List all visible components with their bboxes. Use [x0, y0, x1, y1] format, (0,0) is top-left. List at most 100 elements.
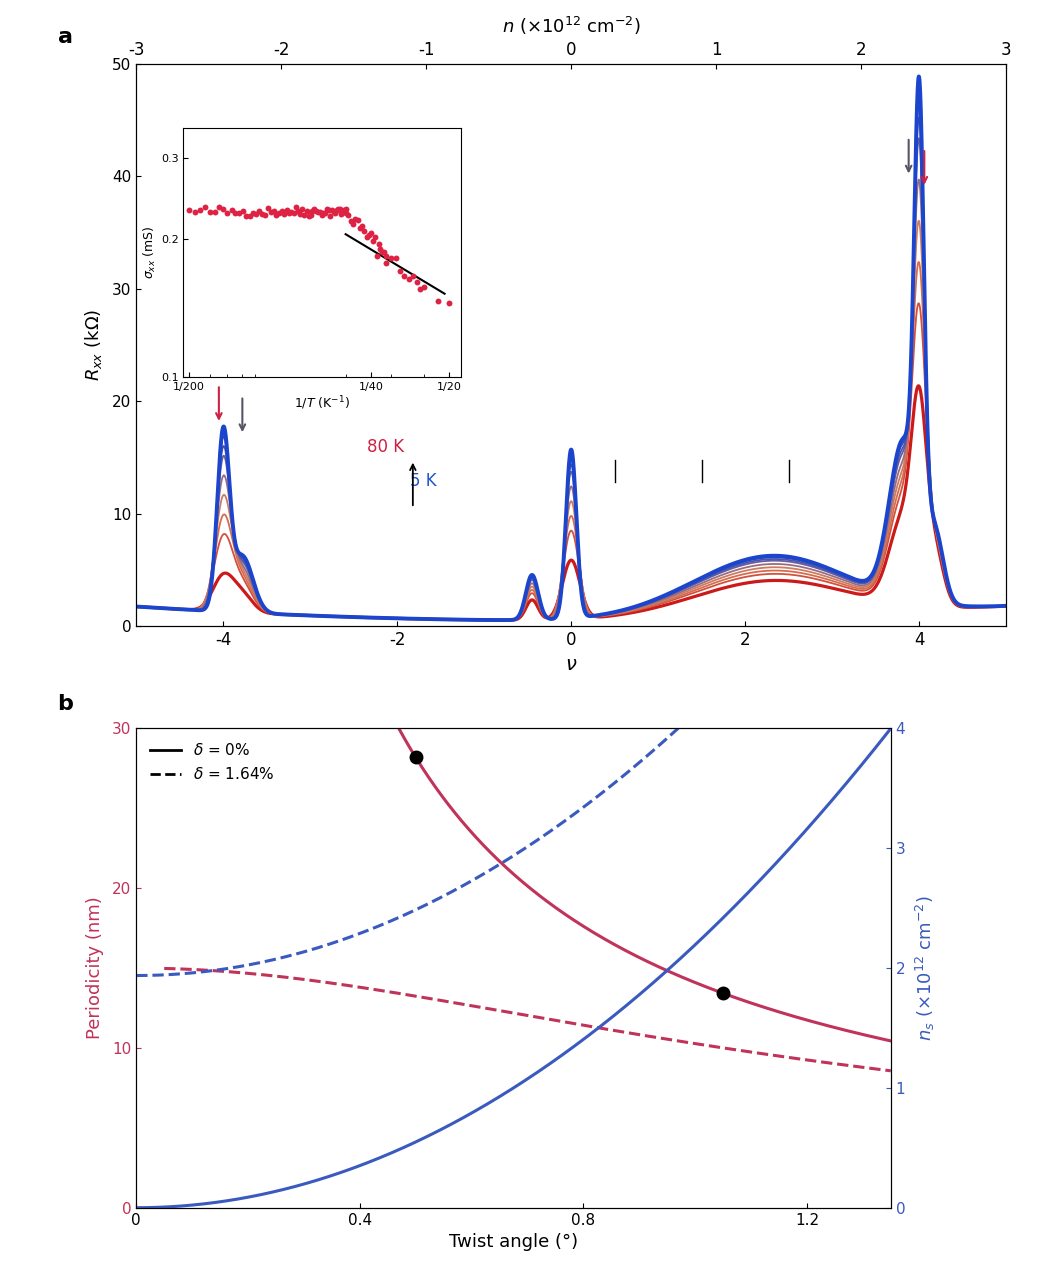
Point: [368, 245, 385, 266]
Point: [387, 247, 403, 267]
Point: [430, 291, 446, 312]
Point: [180, 199, 197, 220]
Point: [197, 197, 214, 217]
Point: [331, 198, 348, 219]
Text: a: a: [58, 27, 73, 47]
Point: [383, 248, 399, 268]
Point: [377, 245, 394, 266]
Point: [400, 268, 417, 289]
Text: 5 K: 5 K: [410, 472, 437, 489]
Legend: $\delta$ = 0%, $\delta$ = 1.64%: $\delta$ = 0%, $\delta$ = 1.64%: [144, 736, 281, 789]
Point: [287, 197, 304, 217]
Point: [328, 199, 345, 220]
Point: [315, 203, 332, 224]
Point: [276, 204, 292, 225]
Point: [319, 198, 335, 219]
Point: [405, 266, 421, 286]
Point: [321, 201, 337, 221]
Y-axis label: $n_s$ ($\times$10$^{12}$ cm$^{-2}$): $n_s$ ($\times$10$^{12}$ cm$^{-2}$): [914, 895, 937, 1042]
Point: [349, 210, 366, 230]
Point: [334, 202, 351, 222]
Point: [361, 225, 377, 245]
Point: [356, 221, 373, 242]
Text: 80 K: 80 K: [367, 438, 403, 456]
Point: [412, 279, 429, 299]
Point: [372, 239, 389, 259]
Point: [337, 198, 354, 219]
Point: [192, 199, 209, 220]
Point: [337, 202, 354, 222]
Point: [322, 206, 339, 226]
Point: [244, 202, 261, 222]
Point: [268, 204, 285, 225]
Point: [408, 271, 424, 291]
Point: [215, 199, 232, 220]
Y-axis label: $\sigma_{xx}$ (mS): $\sigma_{xx}$ (mS): [141, 226, 158, 279]
Point: [345, 213, 362, 234]
Point: [327, 203, 344, 224]
Point: [358, 226, 375, 247]
Point: [311, 202, 328, 222]
Point: [351, 217, 368, 238]
Point: [241, 206, 258, 226]
Y-axis label: Periodicity (nm): Periodicity (nm): [86, 897, 104, 1039]
Point: [250, 201, 267, 221]
Point: [374, 242, 391, 262]
Point: [260, 197, 277, 217]
Point: [308, 201, 325, 221]
Point: [302, 204, 319, 225]
Point: [313, 204, 330, 225]
Point: [211, 197, 227, 217]
Point: [365, 231, 381, 252]
Point: [238, 206, 255, 226]
Point: [343, 211, 359, 231]
Point: [325, 202, 342, 222]
Text: b: b: [57, 694, 73, 714]
X-axis label: $n$ ($\times$10$^{12}$ cm$^{-2}$): $n$ ($\times$10$^{12}$ cm$^{-2}$): [502, 14, 640, 37]
Point: [274, 201, 290, 221]
Point: [340, 204, 356, 225]
Point: [416, 277, 433, 298]
Point: [396, 266, 413, 286]
Point: [278, 201, 294, 221]
Point: [298, 201, 314, 221]
Point: [247, 203, 264, 224]
Point: [297, 204, 313, 225]
X-axis label: Twist angle (°): Twist angle (°): [449, 1233, 578, 1251]
Point: [235, 201, 252, 221]
Point: [223, 199, 240, 220]
Point: [289, 201, 306, 221]
X-axis label: $\nu$: $\nu$: [565, 654, 577, 674]
Point: [187, 202, 203, 222]
Point: [285, 203, 302, 224]
Point: [254, 203, 270, 224]
Point: [324, 201, 341, 221]
Point: [306, 199, 323, 220]
Point: [227, 202, 244, 222]
Point: [441, 293, 458, 313]
Point: [333, 203, 350, 224]
Point: [201, 202, 218, 222]
Point: [316, 202, 333, 222]
Point: [367, 226, 384, 247]
Point: [281, 203, 298, 224]
Point: [347, 210, 364, 230]
Point: [310, 202, 327, 222]
X-axis label: $1/T$ (K$^{-1}$): $1/T$ (K$^{-1}$): [294, 395, 350, 413]
Point: [265, 201, 282, 221]
Point: [292, 204, 309, 225]
Point: [283, 202, 300, 222]
Y-axis label: $R_{xx}$ (k$\Omega$): $R_{xx}$ (k$\Omega$): [83, 309, 104, 381]
Point: [300, 206, 316, 226]
Point: [330, 198, 347, 219]
Point: [270, 202, 287, 222]
Point: [377, 253, 394, 273]
Point: [206, 202, 223, 222]
Point: [263, 202, 280, 222]
Point: [363, 222, 379, 243]
Point: [354, 216, 371, 236]
Point: [294, 199, 311, 220]
Point: [392, 261, 409, 281]
Point: [219, 202, 236, 222]
Point: [304, 201, 321, 221]
